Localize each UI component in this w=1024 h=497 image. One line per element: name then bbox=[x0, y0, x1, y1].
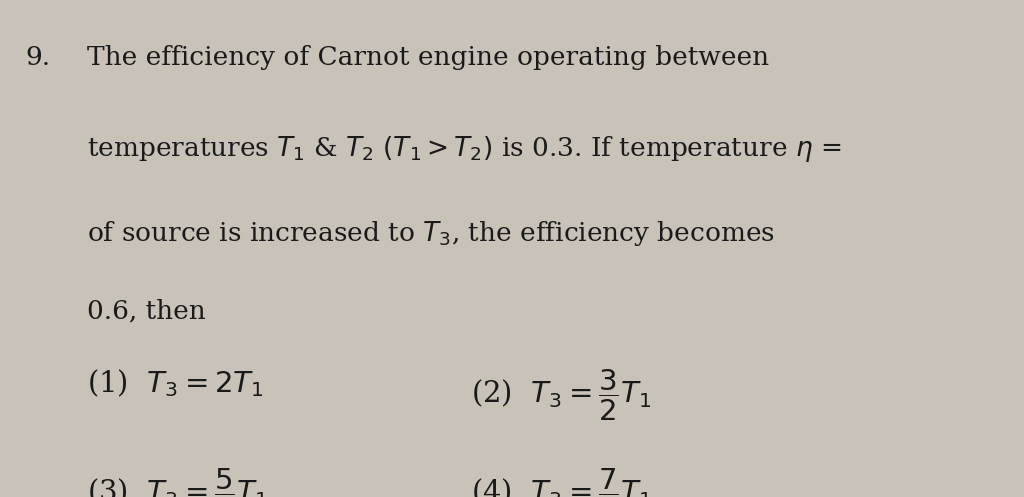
Text: (3)  $T_3 = \dfrac{5}{4}T_1$: (3) $T_3 = \dfrac{5}{4}T_1$ bbox=[87, 467, 267, 497]
Text: The efficiency of Carnot engine operating between: The efficiency of Carnot engine operatin… bbox=[87, 45, 769, 70]
Text: 0.6, then: 0.6, then bbox=[87, 298, 206, 323]
Text: of source is increased to $T_3$, the efficiency becomes: of source is increased to $T_3$, the eff… bbox=[87, 219, 775, 248]
Text: temperatures $T_1$ & $T_2$ $(T_1 > T_2)$ is 0.3. If temperature $\eta$ =: temperatures $T_1$ & $T_2$ $(T_1 > T_2)$… bbox=[87, 134, 842, 164]
Text: (1)  $T_3 = 2T_1$: (1) $T_3 = 2T_1$ bbox=[87, 368, 263, 400]
Text: (4)  $T_3 = \dfrac{7}{4}T_1$: (4) $T_3 = \dfrac{7}{4}T_1$ bbox=[471, 467, 651, 497]
Text: (2)  $T_3 = \dfrac{3}{2}T_1$: (2) $T_3 = \dfrac{3}{2}T_1$ bbox=[471, 368, 651, 423]
Text: 9.: 9. bbox=[26, 45, 51, 70]
